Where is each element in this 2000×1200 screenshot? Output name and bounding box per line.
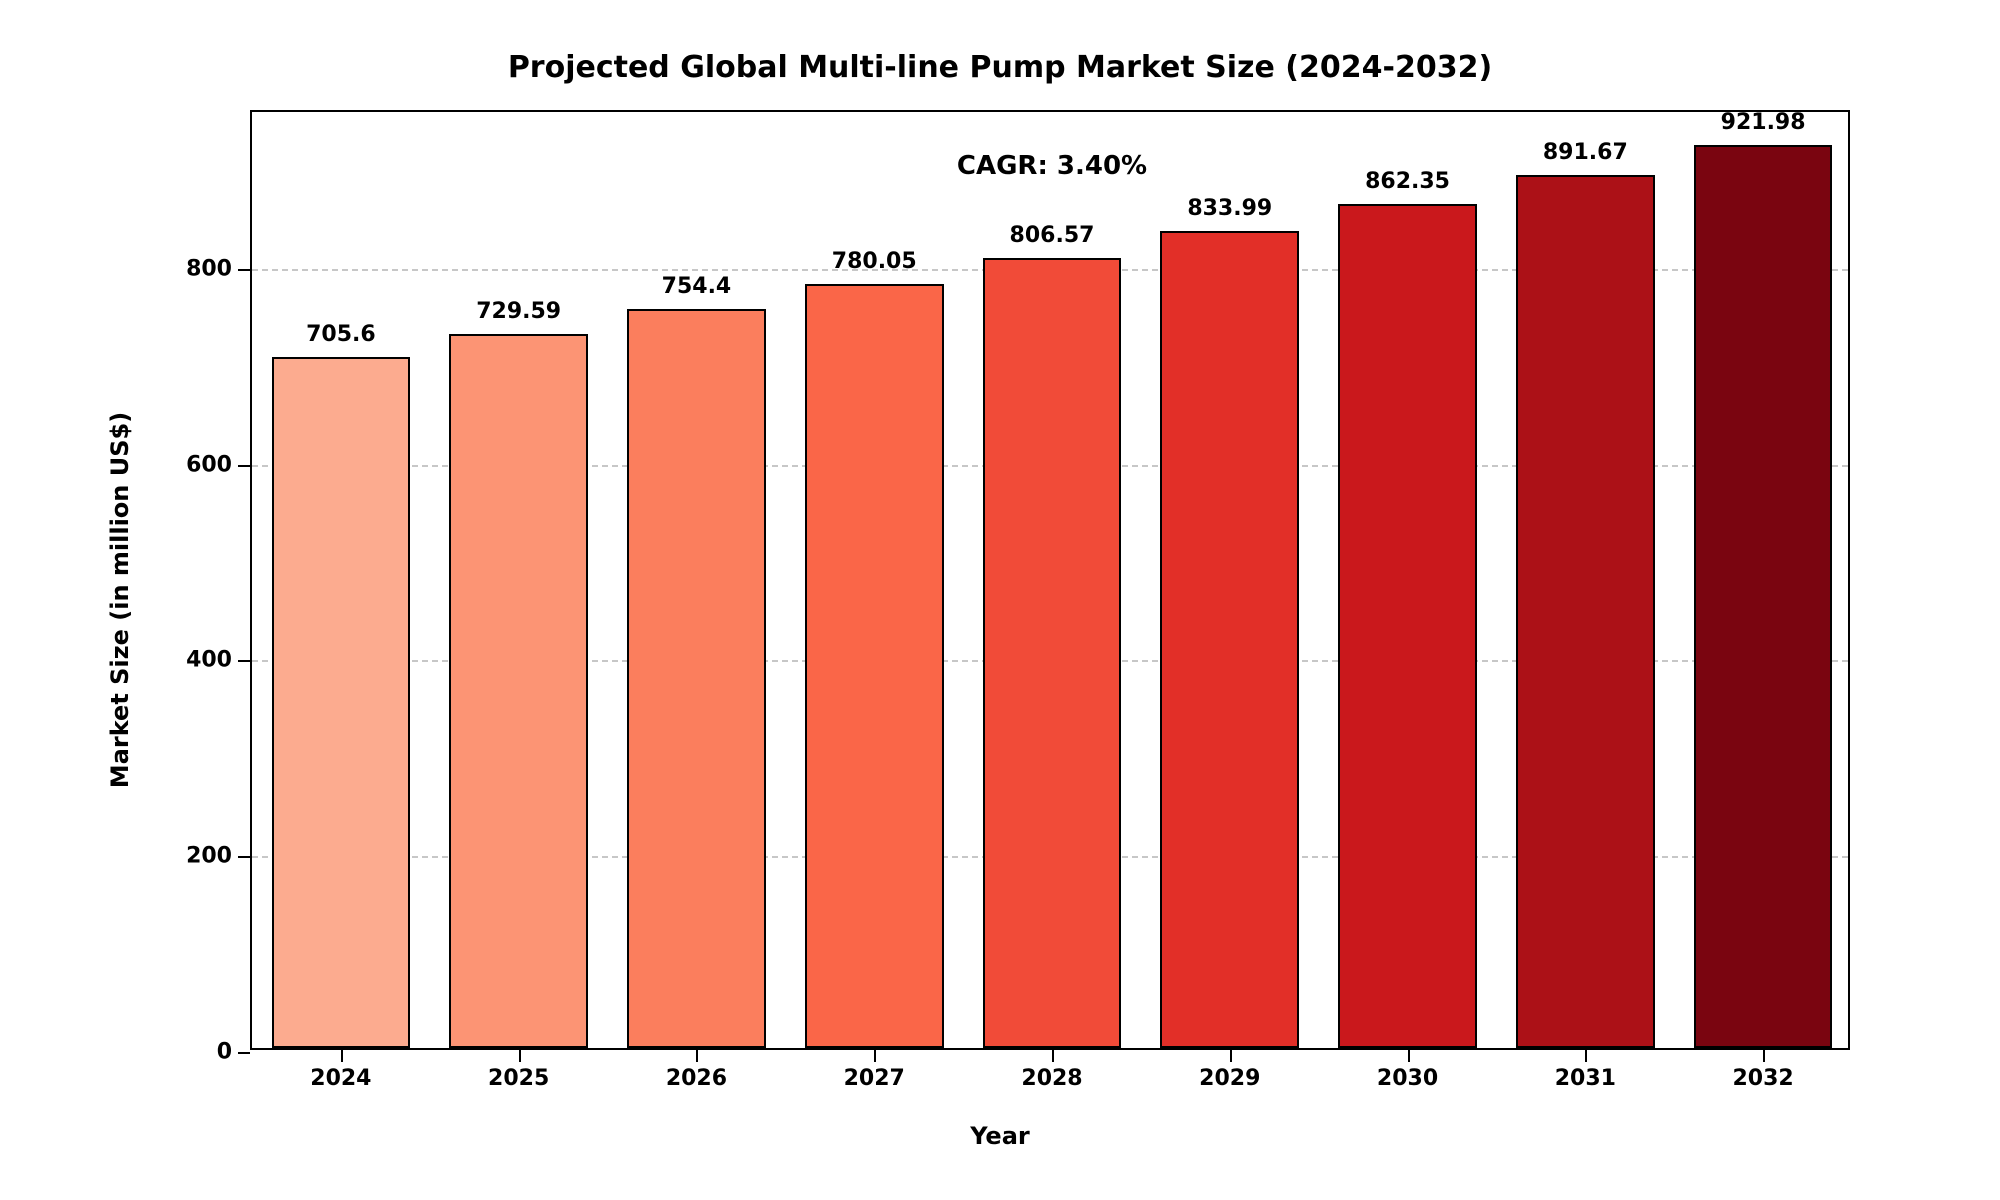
bar-value-label: 754.4 xyxy=(662,274,732,299)
bar-value-label: 862.35 xyxy=(1365,169,1450,194)
x-tick xyxy=(1763,1050,1765,1062)
x-tick xyxy=(1230,1050,1232,1062)
chart-container: Projected Global Multi-line Pump Market … xyxy=(70,40,1930,1160)
x-tick-label: 2028 xyxy=(1021,1066,1082,1091)
x-tick-label: 2031 xyxy=(1555,1066,1616,1091)
bar xyxy=(1160,231,1299,1048)
x-tick xyxy=(519,1050,521,1062)
x-tick-label: 2025 xyxy=(488,1066,549,1091)
x-tick xyxy=(1408,1050,1410,1062)
x-axis-label: Year xyxy=(970,1122,1029,1150)
y-tick xyxy=(238,660,250,662)
y-tick xyxy=(238,856,250,858)
bar-value-label: 806.57 xyxy=(1010,223,1095,248)
y-tick-label: 600 xyxy=(186,452,232,477)
y-tick-label: 200 xyxy=(186,844,232,869)
x-tick-label: 2026 xyxy=(666,1066,727,1091)
bar-value-label: 833.99 xyxy=(1187,196,1272,221)
y-tick-label: 400 xyxy=(186,648,232,673)
x-tick xyxy=(341,1050,343,1062)
chart-title: Projected Global Multi-line Pump Market … xyxy=(70,50,1930,85)
bar xyxy=(805,284,944,1048)
y-tick xyxy=(238,465,250,467)
x-tick-label: 2024 xyxy=(310,1066,371,1091)
bar xyxy=(1338,204,1477,1048)
bar-value-label: 705.6 xyxy=(306,322,376,347)
bar xyxy=(272,357,411,1048)
y-tick xyxy=(238,269,250,271)
x-tick xyxy=(874,1050,876,1062)
bar-value-label: 729.59 xyxy=(476,299,561,324)
bar xyxy=(449,334,588,1048)
x-tick xyxy=(1585,1050,1587,1062)
x-tick-label: 2032 xyxy=(1732,1066,1793,1091)
bar-value-label: 921.98 xyxy=(1721,110,1806,135)
cagr-annotation: CAGR: 3.40% xyxy=(957,151,1147,181)
y-tick-label: 0 xyxy=(217,1040,232,1065)
bar xyxy=(627,309,766,1048)
x-tick-label: 2027 xyxy=(844,1066,905,1091)
plot-area: 0200400600800705.62024729.592025754.4202… xyxy=(250,110,1850,1050)
y-axis-label: Market Size (in million US$) xyxy=(106,412,134,788)
y-tick xyxy=(238,1052,250,1054)
bar-value-label: 891.67 xyxy=(1543,140,1628,165)
x-tick xyxy=(696,1050,698,1062)
x-tick xyxy=(1052,1050,1054,1062)
y-tick-label: 800 xyxy=(186,256,232,281)
bar-value-label: 780.05 xyxy=(832,249,917,274)
bar xyxy=(983,258,1122,1048)
x-tick-label: 2029 xyxy=(1199,1066,1260,1091)
bar xyxy=(1516,175,1655,1048)
x-tick-label: 2030 xyxy=(1377,1066,1438,1091)
bar xyxy=(1694,145,1833,1048)
